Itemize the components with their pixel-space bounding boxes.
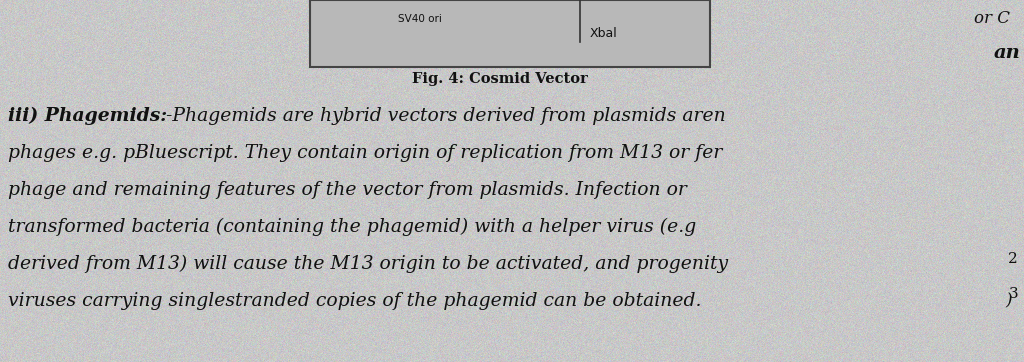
- Text: Xbal: Xbal: [590, 27, 617, 40]
- Text: phages e.g. pBluescript. They contain origin of replication from M13 or fer: phages e.g. pBluescript. They contain or…: [8, 144, 722, 162]
- Text: 3: 3: [1009, 287, 1018, 301]
- Text: phage and remaining features of the vector from plasmids. Infection or: phage and remaining features of the vect…: [8, 181, 687, 199]
- Text: ): ): [1005, 292, 1012, 309]
- Text: iii) Phagemids:: iii) Phagemids:: [8, 107, 167, 125]
- Text: SV40 ori: SV40 ori: [398, 14, 442, 24]
- Text: transformed bacteria (containing the phagemid) with a helper virus (e.g: transformed bacteria (containing the pha…: [8, 218, 696, 236]
- Text: 2: 2: [1009, 252, 1018, 266]
- Text: viruses carrying singlestranded copies of the phagemid can be obtained.: viruses carrying singlestranded copies o…: [8, 292, 701, 310]
- Text: derived from M13) will cause the M13 origin to be activated, and progenity: derived from M13) will cause the M13 ori…: [8, 255, 728, 273]
- Text: Fig. 4: Cosmid Vector: Fig. 4: Cosmid Vector: [412, 72, 588, 86]
- Text: or C: or C: [974, 10, 1010, 27]
- Bar: [310, 0, 710, 67]
- Text: an: an: [993, 44, 1020, 62]
- Text: -Phagemids are hybrid vectors derived from plasmids aren: -Phagemids are hybrid vectors derived fr…: [160, 107, 726, 125]
